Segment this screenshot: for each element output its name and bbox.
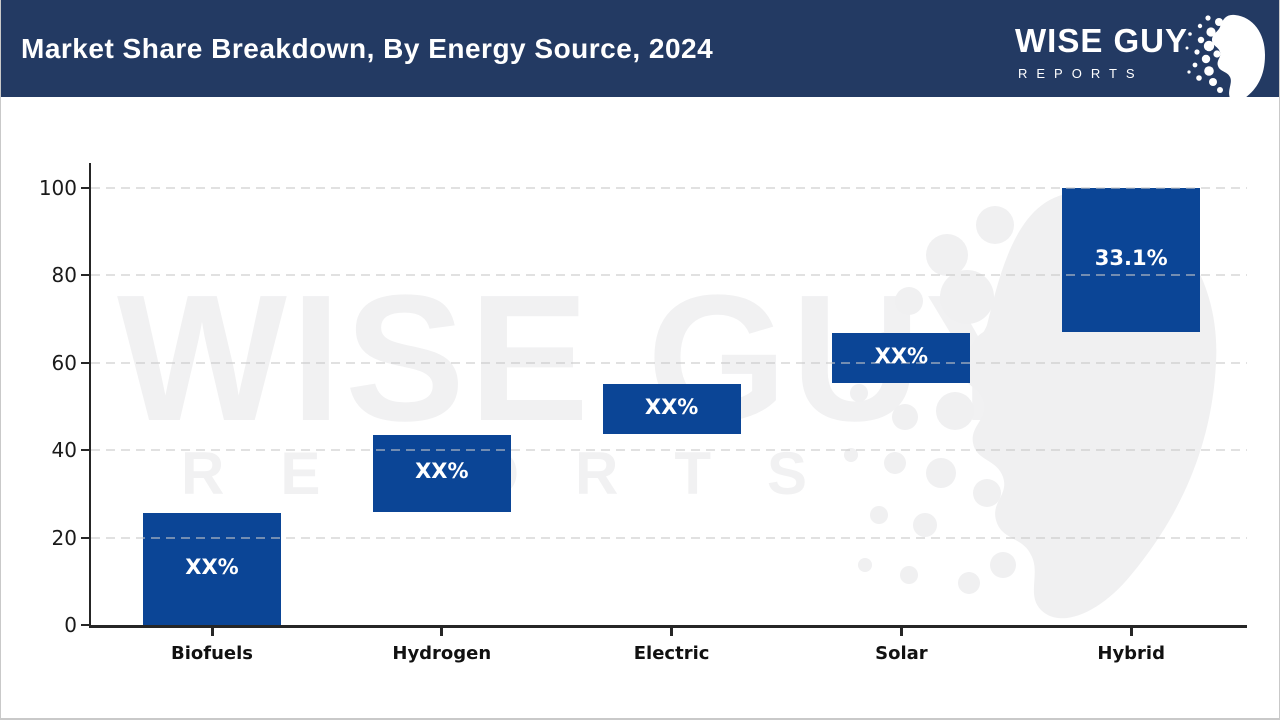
category-label: Electric [633,643,710,664]
bar-segment [372,435,511,512]
gridline [91,449,1247,451]
bar-value-label: XX% [185,554,239,579]
x-tick-mark [210,628,214,636]
bar-value-label: 33.1% [1094,245,1168,270]
y-tick-label: 20 [51,525,77,550]
y-tick-label: 40 [51,438,77,462]
y-tick-mark [81,536,89,539]
y-tick-mark [81,449,89,451]
wise-guy-reports-logo: WISE GUY REPORTS [1015,8,1265,99]
y-axis-line [89,163,91,627]
logo-subtitle: REPORTS [1018,66,1144,81]
bar-segment [832,332,971,383]
x-tick-mark [670,628,674,636]
bar-segment [143,512,281,625]
gridline [91,186,1247,189]
y-tick-mark [81,186,89,189]
plot-area: 0 20 40 60 80 100 XX% Biofuels XX% Hydrogen XX% Ele… [39,160,1247,664]
chart-canvas: WISE GUY REPORTS 0 20 40 60 80 100 XX% Biofuels… [1,97,1279,718]
bar-segment [1062,187,1201,333]
y-tick-mark [81,361,89,364]
gridline [91,274,1247,276]
bar-segment [602,384,741,434]
x-tick-mark [899,628,903,636]
y-tick-label: 100 [38,175,77,200]
gridline [91,536,1247,539]
y-tick-mark [81,624,89,626]
y-tick-label: 80 [51,263,77,287]
y-tick-label: 0 [64,613,77,637]
category-label: Biofuels [171,643,253,664]
page-title: Market Share Breakdown, By Energy Source… [21,33,714,64]
logo-wordmark: WISE GUY [1015,22,1189,59]
gridline [91,361,1247,364]
category-label: Hybrid [1097,643,1165,664]
x-tick-mark [440,628,444,636]
header: Market Share Breakdown, By Energy Source… [1,0,1279,99]
category-label: Solar [875,643,928,664]
y-tick-label: 60 [51,350,77,375]
x-axis-line [89,625,1247,628]
y-tick-mark [81,274,89,276]
category-label: Hydrogen [392,643,492,664]
bar-value-label: XX% [874,343,929,368]
bar-value-label: XX% [644,395,699,420]
bar-value-label: XX% [415,459,469,484]
logo-head-icon [1185,14,1265,99]
x-tick-mark [1129,628,1133,636]
